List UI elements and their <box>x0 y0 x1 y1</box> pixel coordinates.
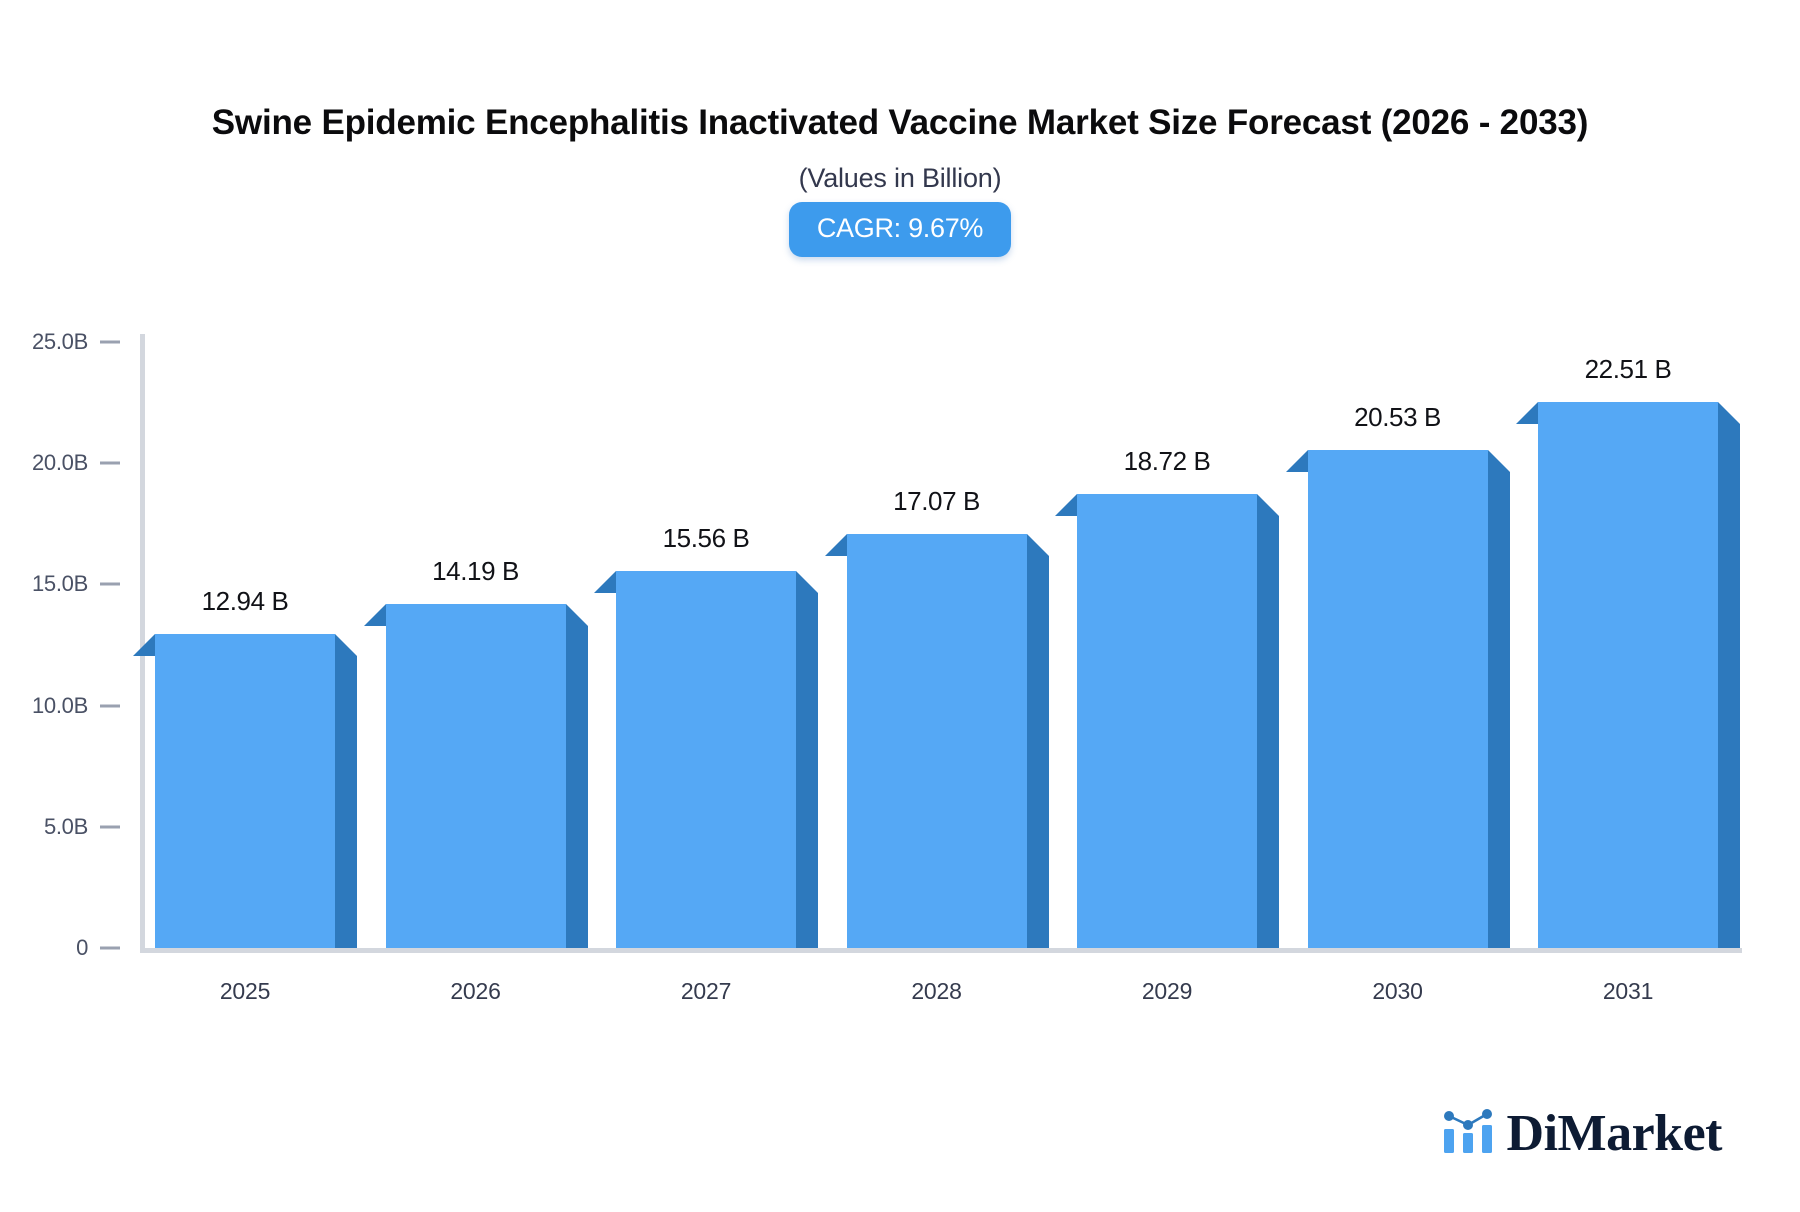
x-axis-tick-label: 2028 <box>911 978 962 1004</box>
bar-side-face <box>565 626 588 948</box>
cagr-badge-container: CAGR: 9.67% <box>0 201 1800 257</box>
bar-front-face <box>846 534 1027 948</box>
bar-front-face <box>385 604 566 948</box>
bar-top-right-bevel <box>1026 534 1049 557</box>
bar-2030[interactable] <box>1285 450 1510 948</box>
chart-header: Swine Epidemic Encephalitis Inactivated … <box>0 100 1800 257</box>
x-axis-tick-label: 2030 <box>1372 978 1423 1004</box>
bar-2025[interactable] <box>133 634 357 948</box>
cagr-badge: CAGR: 9.67% <box>788 201 1012 257</box>
bar-top-left-bevel <box>1055 494 1077 517</box>
y-axis-tick-mark <box>100 340 120 344</box>
bar-side-face <box>1026 556 1049 948</box>
bar-value-label: 12.94 B <box>201 586 289 617</box>
bar-top-left-bevel <box>363 604 386 627</box>
bar-front-face <box>1077 494 1257 948</box>
bar-top-right-bevel <box>796 570 818 593</box>
y-axis-tick-label: 20.0B <box>32 450 88 476</box>
bar-top-left-bevel <box>1516 402 1538 425</box>
bar-top-right-bevel <box>1718 402 1740 425</box>
x-axis-tick-label: 2025 <box>219 978 271 1004</box>
y-axis-tick-label: 5.0B <box>43 813 88 839</box>
bar-top-left-bevel <box>594 570 616 593</box>
bar-value-label: 14.19 B <box>432 556 519 587</box>
x-axis-line <box>140 948 1742 953</box>
bar-2028[interactable] <box>824 534 1049 948</box>
logo-wordmark: DiMarket <box>1506 1104 1723 1162</box>
bar-front-face <box>1307 450 1488 948</box>
bar-top-left-bevel <box>824 534 847 557</box>
bar-chart-logo-icon <box>1441 1107 1495 1160</box>
bar-value-label: 22.51 B <box>1584 354 1672 385</box>
bar-2027[interactable] <box>594 570 818 948</box>
bar-side-face <box>1257 516 1279 948</box>
bar-value-label: 15.56 B <box>662 522 750 553</box>
bar-value-label: 17.07 B <box>893 486 980 517</box>
bar-front-face <box>155 634 335 948</box>
bar-top-right-bevel <box>565 604 588 627</box>
bar-2031[interactable] <box>1516 402 1740 948</box>
bar-side-face <box>335 656 357 948</box>
bar-2026[interactable] <box>363 604 588 948</box>
y-axis-tick-label: 15.0B <box>32 571 88 597</box>
y-axis-tick-mark <box>100 946 120 950</box>
bar-top-right-bevel <box>1487 450 1510 473</box>
bar-side-face <box>1487 472 1510 948</box>
bar-side-face <box>796 592 818 948</box>
chart-subtitle: (Values in Billion) <box>798 162 1002 193</box>
bar-value-label: 20.53 B <box>1354 402 1441 433</box>
bar-value-label: 18.72 B <box>1123 446 1211 477</box>
x-axis-tick-label: 2027 <box>680 978 732 1004</box>
x-axis-tick-label: 2031 <box>1602 978 1654 1004</box>
page-title: Swine Epidemic Encephalitis Inactivated … <box>211 103 1589 142</box>
bar-side-face <box>1718 424 1740 948</box>
bar-top-right-bevel <box>335 634 357 657</box>
dimarket-logo: DiMarket <box>1441 1104 1723 1162</box>
bar-top-right-bevel <box>1257 494 1279 517</box>
y-axis-tick-label: 25.0B <box>32 329 88 354</box>
y-axis-tick-label: 10.0B <box>32 692 88 718</box>
bar-front-face <box>1538 402 1718 948</box>
x-axis-tick-label: 2026 <box>450 978 501 1004</box>
y-axis-tick-label: 0 <box>76 935 88 960</box>
bar-top-left-bevel <box>1285 450 1308 473</box>
y-axis-tick-mark <box>100 461 120 465</box>
bar-top-left-bevel <box>133 634 155 657</box>
y-axis-tick-mark <box>100 704 120 708</box>
y-axis-tick-mark <box>100 582 120 586</box>
bar-front-face <box>616 570 796 948</box>
y-axis-tick-mark <box>100 825 120 829</box>
x-axis-tick-label: 2029 <box>1141 978 1193 1004</box>
bar-2029[interactable] <box>1055 494 1279 948</box>
